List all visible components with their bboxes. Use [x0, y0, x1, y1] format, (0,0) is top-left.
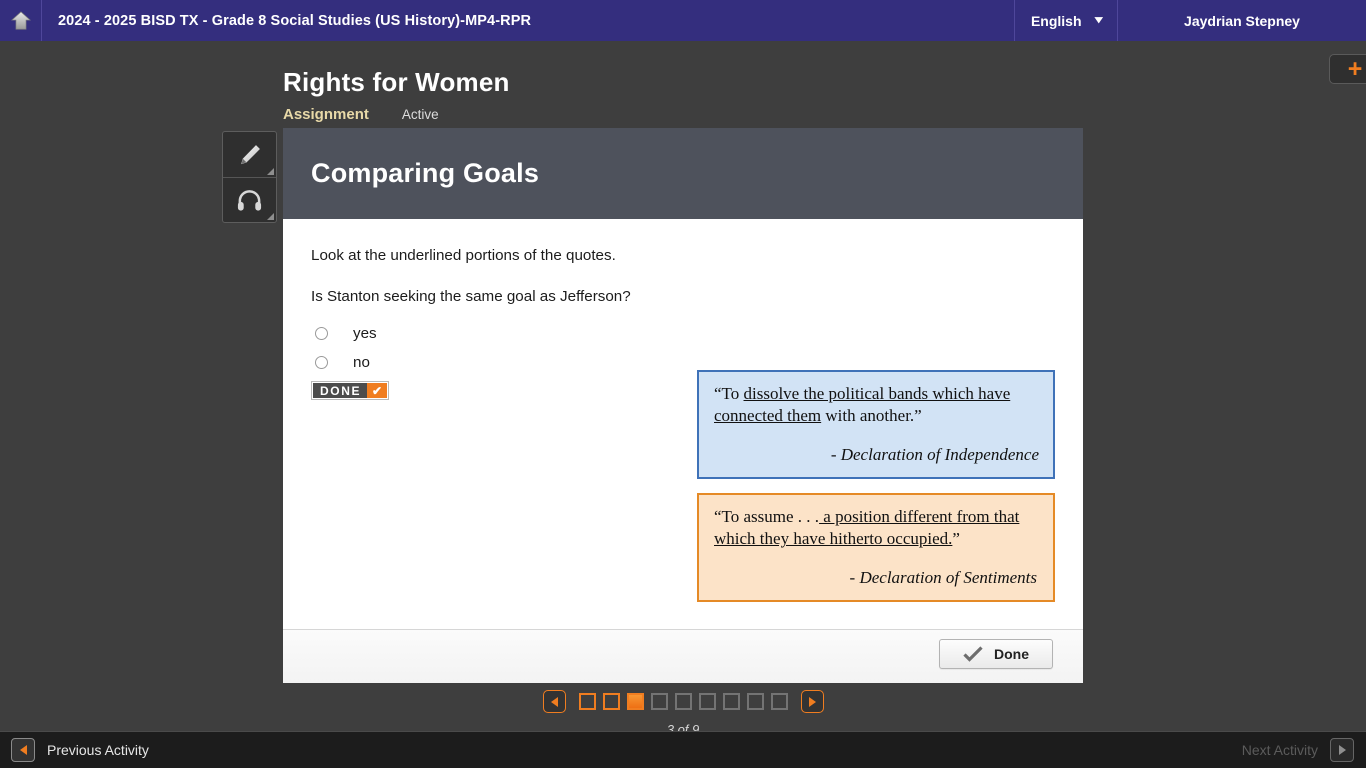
quote-underlined-2: a position different from that which the… — [714, 507, 1020, 549]
next-activity-button: Next Activity — [1242, 738, 1354, 762]
assignment-subheader: Assignment Active — [283, 106, 510, 123]
page-title: Rights for Women — [283, 67, 510, 97]
chevron-down-icon: ▾ — [1094, 14, 1103, 26]
card-body: Look at the underlined portions of the q… — [283, 219, 1083, 629]
pagination-prev-button[interactable] — [542, 690, 566, 713]
choice-yes-label: yes — [353, 325, 377, 342]
quote-tail-2: ” — [952, 529, 960, 549]
pagination-row — [542, 690, 824, 713]
quote-box-independence: “To dissolve the political bands which h… — [697, 370, 1055, 479]
choice-yes[interactable]: yes — [311, 319, 681, 348]
quote-underlined-1: dissolve the political bands which have … — [714, 384, 1011, 426]
pagination-square-3[interactable] — [626, 693, 644, 710]
quote-lead-1: “To — [714, 384, 744, 403]
page-body: + Rights for Women Assignment Active — [0, 41, 1366, 737]
done-button-label: Done — [994, 646, 1029, 662]
pagination-square-9[interactable] — [770, 693, 788, 710]
quote-text-independence: “To dissolve the political bands which h… — [714, 383, 1039, 428]
user-menu[interactable]: Jaydrian Stepney — [1118, 0, 1366, 41]
assignment-status-label: Active — [401, 107, 439, 122]
pagination-square-2[interactable] — [602, 693, 620, 710]
answer-choices: yes no — [311, 319, 681, 377]
triangle-right-icon — [808, 696, 816, 707]
pencil-icon — [240, 144, 260, 164]
previous-activity-button[interactable]: Previous Activity — [11, 738, 149, 762]
tool-draw-button[interactable] — [223, 132, 276, 177]
checkmark-icon — [963, 646, 983, 662]
checkmark-icon: ✔ — [367, 383, 388, 398]
headphones-icon — [237, 190, 262, 211]
tool-listen-button[interactable] — [223, 177, 276, 222]
pagination-next-button[interactable] — [800, 690, 824, 713]
pagination-square-8[interactable] — [746, 693, 764, 710]
home-button[interactable] — [0, 0, 42, 41]
quote-tail-1: with another.” — [821, 406, 922, 426]
assignment-header: Rights for Women Assignment Active — [283, 67, 510, 123]
previous-activity-icon-box — [11, 738, 35, 762]
activity-card: Comparing Goals Look at the underlined p… — [283, 128, 1083, 683]
home-icon — [10, 10, 31, 30]
pagination: 3 of 9 — [283, 690, 1083, 737]
done-status-badge[interactable]: DONE ✔ — [312, 382, 389, 399]
language-selector[interactable]: English ▾ — [1015, 0, 1118, 41]
question-column: Look at the underlined portions of the q… — [311, 247, 681, 400]
done-button[interactable]: Done — [939, 639, 1053, 669]
bottom-bar: Previous Activity Next Activity — [0, 731, 1366, 768]
next-activity-label: Next Activity — [1241, 742, 1318, 758]
prompt-question: Is Stanton seeking the same goal as Jeff… — [311, 288, 631, 305]
prompt-instruction: Look at the underlined portions of the q… — [311, 247, 616, 264]
language-label: English — [1030, 12, 1082, 29]
card-title: Comparing Goals — [311, 158, 540, 188]
radio-no[interactable] — [315, 356, 328, 369]
quote-lead-2: “To assume . . . — [714, 507, 820, 526]
previous-activity-label: Previous Activity — [47, 742, 149, 758]
quote-text-sentiments: “To assume . . . a position different fr… — [714, 506, 1039, 551]
pagination-square-4[interactable] — [650, 693, 668, 710]
triangle-left-icon — [550, 696, 558, 707]
pagination-square-6[interactable] — [698, 693, 716, 710]
user-name: Jaydrian Stepney — [1184, 12, 1300, 29]
assignment-type-label: Assignment — [283, 106, 369, 123]
radio-yes[interactable] — [315, 327, 328, 340]
triangle-right-icon — [1338, 745, 1346, 755]
course-title: 2024 - 2025 BISD TX - Grade 8 Social Stu… — [42, 0, 1015, 41]
card-header: Comparing Goals — [283, 128, 1083, 219]
choice-no[interactable]: no — [311, 348, 681, 377]
next-activity-icon-box — [1330, 738, 1354, 762]
plus-icon: + — [1347, 54, 1363, 83]
pagination-squares — [578, 693, 788, 710]
pagination-square-7[interactable] — [722, 693, 740, 710]
pagination-square-1[interactable] — [578, 693, 596, 710]
quote-source-independence: - Declaration of Independence — [830, 444, 1039, 464]
quote-source-sentiments: - Declaration of Sentiments — [849, 567, 1037, 587]
tool-rail — [222, 131, 277, 223]
add-button[interactable]: + — [1329, 54, 1366, 84]
choice-no-label: no — [353, 354, 370, 371]
top-bar: 2024 - 2025 BISD TX - Grade 8 Social Stu… — [0, 0, 1366, 41]
done-badge-label: DONE — [313, 383, 368, 398]
pagination-square-5[interactable] — [674, 693, 692, 710]
card-footer: Done — [283, 629, 1083, 683]
triangle-left-icon — [19, 745, 27, 755]
quote-box-sentiments: “To assume . . . a position different fr… — [697, 493, 1055, 602]
